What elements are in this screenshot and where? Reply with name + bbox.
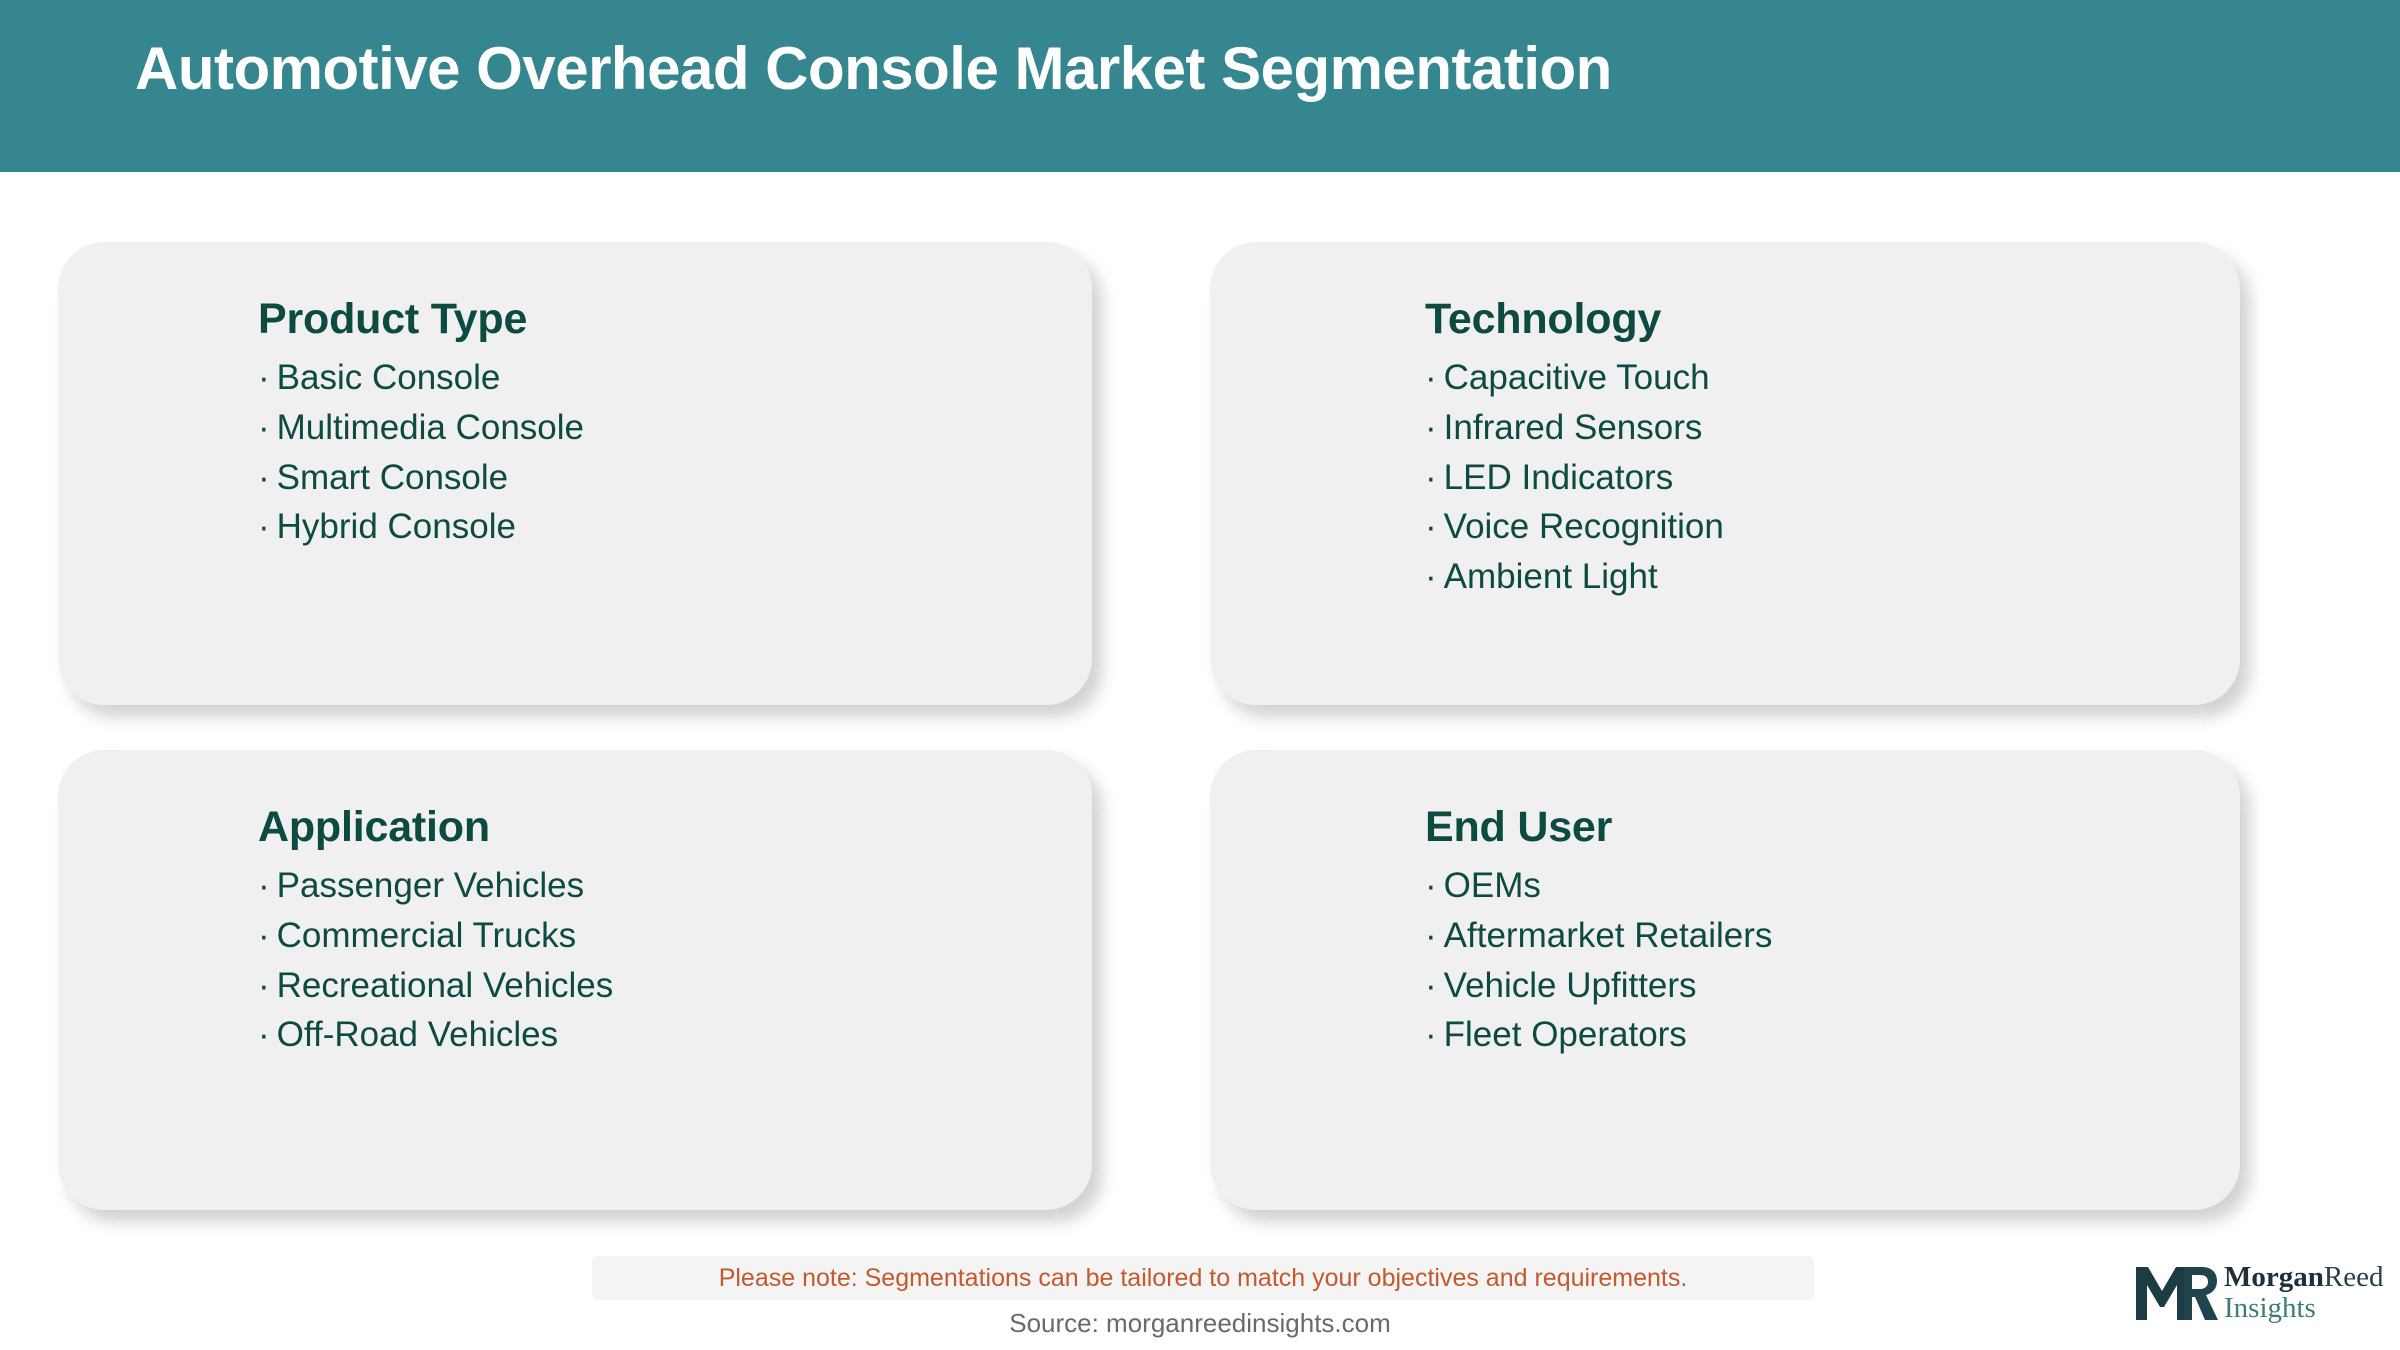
bullet-icon: ·	[1425, 507, 1437, 547]
card-content: Technology · Capacitive Touch · Infrared S…	[1425, 295, 2216, 602]
list-item-label: Infrared Sensors	[1443, 407, 1703, 447]
bullet-icon: ·	[258, 915, 270, 955]
card-content: Product Type · Basic Console · Multimedia …	[258, 295, 1068, 552]
bullet-icon: ·	[258, 1015, 270, 1055]
bullet-icon: ·	[258, 407, 270, 447]
logo-name: MorganReed	[2224, 1262, 2383, 1293]
logo-name-regular: Reed	[2323, 1261, 2384, 1293]
brand-logo: MorganReed Insights	[2134, 1262, 2383, 1328]
list-item: · Fleet Operators	[1425, 1010, 2216, 1060]
bullet-icon: ·	[258, 358, 270, 398]
list-item: · Vehicle Upfitters	[1425, 961, 2216, 1011]
source-text: Source: morganreedinsights.com	[1009, 1308, 1391, 1338]
list-item: · Infrared Sensors	[1425, 403, 2216, 453]
list-item: · Hybrid Console	[258, 502, 1068, 552]
segment-card-application: Application · Passenger Vehicles · Commerc…	[58, 750, 1092, 1210]
list-item-label: Ambient Light	[1443, 557, 1658, 597]
list-item: · Multimedia Console	[258, 403, 1068, 453]
list-item: · Ambient Light	[1425, 552, 2216, 602]
list-item-label: Commercial Trucks	[276, 915, 577, 955]
note-banner: Please note: Segmentations can be tailor…	[592, 1256, 1814, 1300]
bullet-icon: ·	[1425, 457, 1437, 497]
list-item: · LED Indicators	[1425, 453, 2216, 503]
card-content: Application · Passenger Vehicles · Commerc…	[258, 803, 1068, 1060]
list-item-label: Voice Recognition	[1443, 507, 1724, 547]
card-title-product-type: Product Type	[258, 295, 528, 343]
bullet-icon: ·	[1425, 965, 1437, 1005]
card-title-application: Application	[258, 803, 490, 851]
page-title: Automotive Overhead Console Market Segme…	[135, 35, 1612, 102]
card-list-application: · Passenger Vehicles · Commercial Trucks ·…	[258, 861, 1068, 1060]
note-text: Please note: Segmentations can be tailor…	[718, 1264, 1688, 1292]
bullet-icon: ·	[258, 507, 270, 547]
bullet-icon: ·	[1425, 915, 1437, 955]
list-item-label: Aftermarket Retailers	[1443, 915, 1773, 955]
logo-name-bold: Morgan	[2224, 1261, 2324, 1293]
logo-tagline: Insights	[2224, 1291, 2316, 1324]
bullet-icon: ·	[1425, 866, 1437, 906]
list-item: · Voice Recognition	[1425, 502, 2216, 552]
list-item-label: OEMs	[1443, 866, 1541, 906]
list-item-label: Fleet Operators	[1443, 1015, 1687, 1055]
card-title-technology: Technology	[1425, 295, 1662, 343]
list-item: · Smart Console	[258, 453, 1068, 503]
bullet-icon: ·	[1425, 1015, 1437, 1055]
list-item-label: Hybrid Console	[276, 507, 516, 547]
card-content: End User · OEMs · Aftermarket Retailers · V…	[1425, 803, 2216, 1060]
list-item: · OEMs	[1425, 861, 2216, 911]
list-item: · Aftermarket Retailers	[1425, 911, 2216, 961]
list-item: · Basic Console	[258, 353, 1068, 403]
list-item-label: LED Indicators	[1443, 457, 1674, 497]
card-list-product-type: · Basic Console · Multimedia Console · Smar…	[258, 353, 1068, 552]
card-list-end-user: · OEMs · Aftermarket Retailers · Vehicle Up…	[1425, 861, 2216, 1060]
segmentation-cards-grid: Product Type · Basic Console · Multimedia …	[58, 242, 2240, 1210]
list-item: · Recreational Vehicles	[258, 961, 1068, 1011]
bullet-icon: ·	[258, 965, 270, 1005]
list-item: · Commercial Trucks	[258, 911, 1068, 961]
list-item-label: Vehicle Upfitters	[1443, 965, 1697, 1005]
list-item-label: Smart Console	[276, 457, 509, 497]
list-item-label: Multimedia Console	[276, 407, 585, 447]
segment-card-product-type: Product Type · Basic Console · Multimedia …	[58, 242, 1092, 705]
segment-card-end-user: End User · OEMs · Aftermarket Retailers · V…	[1210, 750, 2240, 1210]
list-item-label: Basic Console	[276, 358, 501, 398]
bullet-icon: ·	[258, 866, 270, 906]
bullet-icon: ·	[258, 457, 270, 497]
mr-monogram-icon	[2136, 1267, 2218, 1320]
header-bar: Automotive Overhead Console Market Segme…	[0, 0, 2400, 172]
logo-wordmark: MorganReed Insights	[2224, 1262, 2383, 1323]
card-list-technology: · Capacitive Touch · Infrared Sensors · LED…	[1425, 353, 2216, 601]
card-title-end-user: End User	[1425, 803, 1613, 851]
list-item-label: Off-Road Vehicles	[276, 1015, 559, 1055]
list-item-label: Recreational Vehicles	[276, 965, 614, 1005]
list-item-label: Capacitive Touch	[1443, 358, 1710, 398]
bullet-icon: ·	[1425, 407, 1437, 447]
list-item: · Passenger Vehicles	[258, 861, 1068, 911]
list-item: · Capacitive Touch	[1425, 353, 2216, 403]
list-item-label: Passenger Vehicles	[276, 866, 585, 906]
list-item: · Off-Road Vehicles	[258, 1010, 1068, 1060]
segment-card-technology: Technology · Capacitive Touch · Infrared S…	[1210, 242, 2240, 705]
bullet-icon: ·	[1425, 358, 1437, 398]
bullet-icon: ·	[1425, 557, 1437, 597]
